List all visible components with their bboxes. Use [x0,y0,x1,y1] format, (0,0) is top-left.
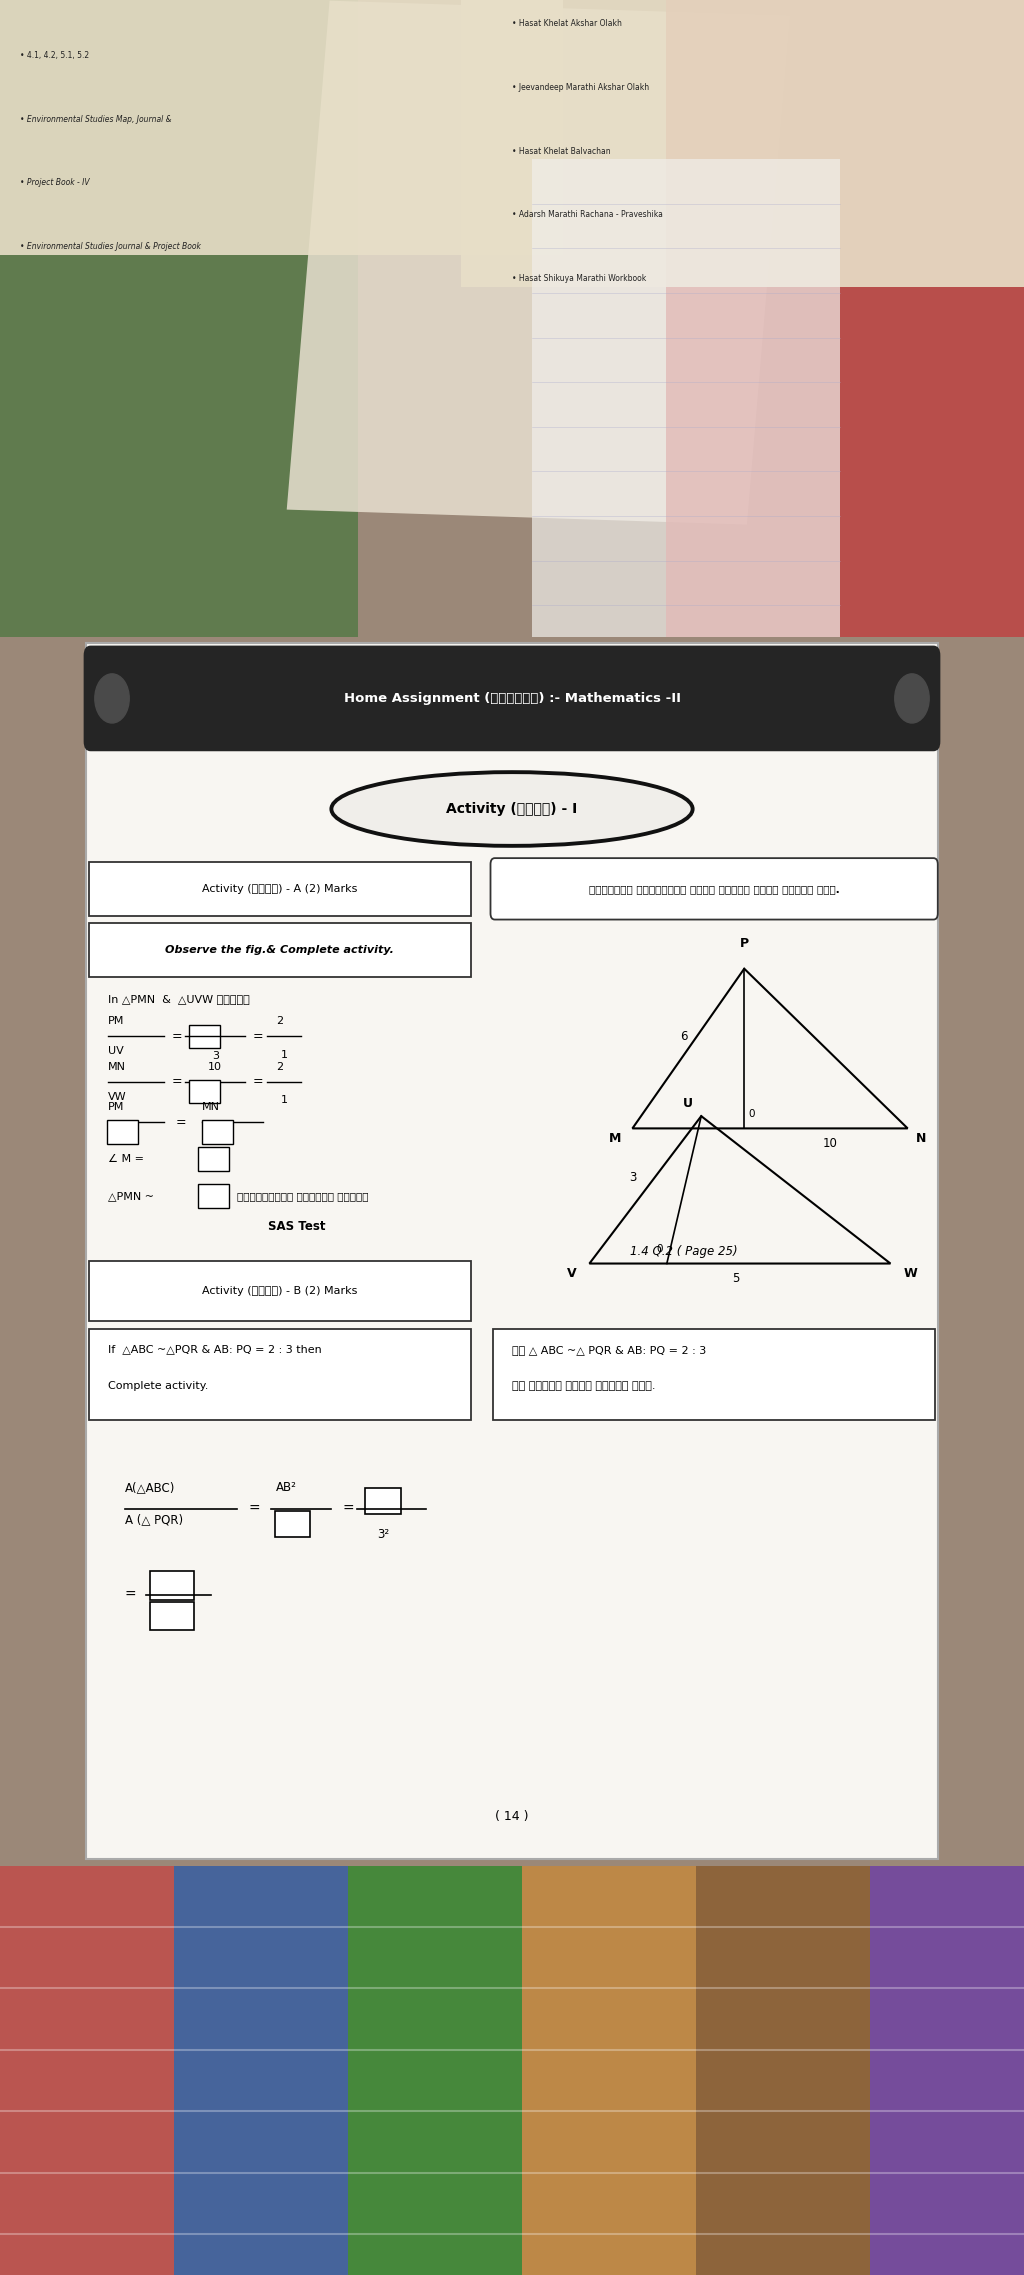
FancyBboxPatch shape [198,1185,228,1208]
Text: W: W [903,1267,918,1281]
FancyBboxPatch shape [275,1511,310,1538]
Text: Activity (कृती) - A (2) Marks: Activity (कृती) - A (2) Marks [202,885,357,894]
FancyBboxPatch shape [89,1260,471,1322]
Text: समरुपताची बाकोबा कसोटी: समरुपताची बाकोबा कसोटी [237,1192,369,1201]
Bar [0,0,358,637]
Text: U: U [683,1097,692,1110]
FancyBboxPatch shape [198,1147,228,1172]
Bar [348,1866,522,2275]
Bar [287,0,790,526]
Bar [532,159,840,637]
FancyBboxPatch shape [89,862,471,917]
Text: Complete activity.: Complete activity. [108,1381,208,1392]
Text: If  △ABC ~△PQR & AB: PQ = 2 : 3 then: If △ABC ~△PQR & AB: PQ = 2 : 3 then [108,1345,322,1354]
Text: =: = [171,1076,182,1087]
Text: =: = [125,1588,136,1602]
FancyBboxPatch shape [202,1119,232,1144]
Text: PM: PM [108,1017,124,1026]
Text: A(△ABC): A(△ABC) [125,1481,175,1495]
Text: • Jeevandeep Marathi Akshar Olakh: • Jeevandeep Marathi Akshar Olakh [512,82,649,91]
Text: =: = [248,1502,260,1515]
Text: 6: 6 [680,1031,688,1042]
FancyBboxPatch shape [366,1488,400,1513]
Text: • Environmental Studies Journal & Project Book: • Environmental Studies Journal & Projec… [20,241,202,250]
Text: जर △ ABC ~△ PQR & AB: PQ = 2 : 3: जर △ ABC ~△ PQR & AB: PQ = 2 : 3 [512,1345,707,1354]
Text: Activity (कृती) - B (2) Marks: Activity (कृती) - B (2) Marks [202,1285,357,1294]
Text: (Q.2, Page 19): (Q.2, Page 19) [598,869,684,883]
Text: 3: 3 [212,1051,219,1060]
Text: =: = [171,1031,182,1042]
Text: 1: 1 [281,1094,288,1106]
Bar [174,1866,348,2275]
Bar [461,0,1024,287]
Text: MN: MN [203,1103,220,1112]
Text: • Project Book - IV: • Project Book - IV [20,177,90,187]
Text: 3: 3 [629,1172,636,1183]
Text: 10: 10 [823,1138,838,1149]
Text: VW: VW [108,1092,126,1101]
FancyBboxPatch shape [490,858,938,919]
Text: 2: 2 [276,1017,284,1026]
Text: • Hasat Khelat Balvachan: • Hasat Khelat Balvachan [512,146,610,155]
Bar [666,0,1024,637]
Bar [696,1866,870,2275]
Circle shape [895,673,929,723]
Text: PM: PM [108,1103,124,1112]
Circle shape [95,673,129,723]
Text: 1.4 Q.2 ( Page 25): 1.4 Q.2 ( Page 25) [630,1244,738,1258]
Text: =: = [343,1502,354,1515]
Text: 1: 1 [281,1049,288,1060]
Bar [0,0,563,255]
Text: A (△ PQR): A (△ PQR) [125,1513,183,1527]
Text: =: = [253,1076,263,1087]
Text: AB²: AB² [275,1481,296,1495]
Text: =: = [175,1115,186,1128]
Text: 2: 2 [276,1062,284,1072]
Text: Activity (कृती) - I: Activity (कृती) - I [446,803,578,817]
Bar [870,1866,1024,2275]
FancyBboxPatch shape [89,1329,471,1420]
FancyBboxPatch shape [189,1024,220,1049]
Text: 0: 0 [749,1108,755,1119]
Text: SAS Test: SAS Test [268,1219,326,1233]
Text: In △PMN  &  △UVW मध्ये: In △PMN & △UVW मध्ये [108,994,250,1003]
Text: आकृतीचे निरीक्षण करुन खालील कृती पूर्ण करा.: आकृतीचे निरीक्षण करुन खालील कृती पूर्ण क… [589,885,840,894]
Bar [0,1866,174,2275]
Text: △PMN ~: △PMN ~ [108,1192,154,1201]
Text: 3²: 3² [377,1529,389,1540]
Text: • Environmental Studies Map, Journal &: • Environmental Studies Map, Journal & [20,114,172,123]
Ellipse shape [332,771,692,846]
Text: 5: 5 [732,1272,739,1285]
Text: • Hasat Khelat Akshar Olakh: • Hasat Khelat Akshar Olakh [512,18,622,27]
Text: ∠ M =: ∠ M = [108,1153,143,1165]
Text: M: M [609,1133,622,1144]
Text: N: N [915,1133,926,1144]
FancyBboxPatch shape [84,646,940,751]
FancyBboxPatch shape [151,1602,195,1631]
Text: Home Assignment (गृहपाठ) :- Mathematics -II: Home Assignment (गृहपाठ) :- Mathematics … [343,692,681,705]
FancyBboxPatch shape [108,1119,138,1144]
Text: MN: MN [108,1062,126,1072]
Text: तर खालील कृती पुर्ण करा.: तर खालील कृती पुर्ण करा. [512,1381,655,1392]
FancyBboxPatch shape [89,924,471,978]
FancyBboxPatch shape [86,644,938,1859]
Text: ( 14 ): ( 14 ) [496,1811,528,1822]
Text: V: V [567,1267,577,1281]
Text: Observe the fig.& Complete activity.: Observe the fig.& Complete activity. [165,946,394,956]
Text: • 4.1, 4.2, 5.1, 5.2: • 4.1, 4.2, 5.1, 5.2 [20,50,90,59]
Text: =: = [253,1031,263,1042]
Text: • Hasat Shikuya Marathi Workbook: • Hasat Shikuya Marathi Workbook [512,273,646,282]
Text: UV: UV [108,1046,124,1056]
Text: 0: 0 [656,1244,663,1254]
Text: P: P [739,937,749,951]
Text: 10: 10 [208,1062,222,1072]
Bar [522,1866,696,2275]
Text: • Adarsh Marathi Rachana - Praveshika: • Adarsh Marathi Rachana - Praveshika [512,209,663,218]
FancyBboxPatch shape [189,1081,220,1103]
FancyBboxPatch shape [494,1329,935,1420]
FancyBboxPatch shape [151,1572,195,1599]
